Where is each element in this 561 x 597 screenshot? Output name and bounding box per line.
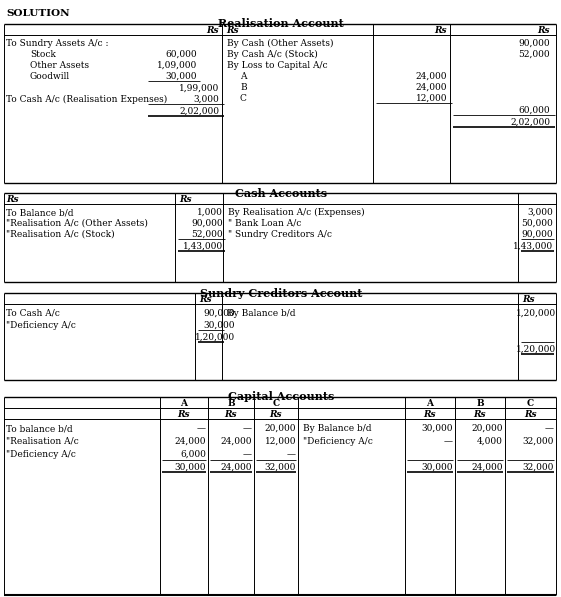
Text: 24,000: 24,000 — [220, 463, 252, 472]
Text: Rs: Rs — [537, 26, 550, 35]
Text: Rs: Rs — [179, 195, 192, 204]
Text: 20,000: 20,000 — [471, 424, 503, 433]
Text: B: B — [227, 399, 235, 408]
Text: 24,000: 24,000 — [416, 72, 447, 81]
Text: 2,02,000: 2,02,000 — [510, 118, 550, 127]
Text: Rs: Rs — [524, 410, 537, 419]
Text: 3,000: 3,000 — [193, 95, 219, 104]
Text: 1,43,000: 1,43,000 — [183, 242, 223, 251]
Text: " Sundry Creditors A/c: " Sundry Creditors A/c — [228, 230, 332, 239]
Text: 1,09,000: 1,09,000 — [157, 61, 197, 70]
Text: To balance b/d: To balance b/d — [6, 424, 72, 433]
Text: 60,000: 60,000 — [165, 50, 197, 59]
Text: " Bank Loan A/c: " Bank Loan A/c — [228, 219, 301, 228]
Text: SOLUTION: SOLUTION — [6, 9, 70, 18]
Text: To Balance b/d: To Balance b/d — [6, 208, 73, 217]
Text: 2,02,000: 2,02,000 — [179, 107, 219, 116]
Text: Rs: Rs — [434, 26, 447, 35]
Text: C: C — [273, 399, 279, 408]
Text: 50,000: 50,000 — [521, 219, 553, 228]
Text: Rs: Rs — [6, 195, 19, 204]
Text: "Realisation A/c (Other Assets): "Realisation A/c (Other Assets) — [6, 219, 148, 228]
Text: By Realisation A/c (Expenses): By Realisation A/c (Expenses) — [228, 208, 365, 217]
Text: Rs: Rs — [206, 26, 219, 35]
Text: C: C — [527, 399, 534, 408]
Text: 30,000: 30,000 — [421, 463, 453, 472]
Text: Rs: Rs — [178, 410, 190, 419]
Text: 32,000: 32,000 — [523, 463, 554, 472]
Text: 90,000: 90,000 — [191, 219, 223, 228]
Text: 60,000: 60,000 — [518, 106, 550, 115]
Text: 52,000: 52,000 — [518, 50, 550, 59]
Text: Rs: Rs — [522, 295, 535, 304]
Text: —: — — [197, 424, 206, 433]
Text: 24,000: 24,000 — [220, 437, 252, 446]
Text: To Cash A/c (Realisation Expenses): To Cash A/c (Realisation Expenses) — [6, 95, 167, 104]
Text: 24,000: 24,000 — [471, 463, 503, 472]
Text: Goodwill: Goodwill — [30, 72, 70, 81]
Text: B: B — [240, 83, 247, 92]
Text: C: C — [240, 94, 247, 103]
Text: By Balance b/d: By Balance b/d — [227, 309, 296, 318]
Text: A: A — [240, 72, 246, 81]
Text: Rs: Rs — [226, 26, 238, 35]
Text: By Cash A/c (Stock): By Cash A/c (Stock) — [227, 50, 318, 59]
Text: Cash Accounts: Cash Accounts — [235, 188, 327, 199]
Text: Capital Accounts: Capital Accounts — [228, 391, 334, 402]
Text: 24,000: 24,000 — [416, 83, 447, 92]
Text: —: — — [243, 424, 252, 433]
Text: 30,000: 30,000 — [204, 321, 235, 330]
Text: Rs: Rs — [424, 410, 436, 419]
Text: 30,000: 30,000 — [174, 463, 206, 472]
Text: 20,000: 20,000 — [264, 424, 296, 433]
Text: 30,000: 30,000 — [421, 424, 453, 433]
Text: 90,000: 90,000 — [204, 309, 235, 318]
Text: 90,000: 90,000 — [518, 39, 550, 48]
Text: —: — — [545, 424, 554, 433]
Text: Rs: Rs — [473, 410, 486, 419]
Text: "Deficiency A/c: "Deficiency A/c — [303, 437, 373, 446]
Text: By Loss to Capital A/c: By Loss to Capital A/c — [227, 61, 328, 70]
Text: 24,000: 24,000 — [174, 437, 206, 446]
Text: B: B — [476, 399, 484, 408]
Text: By Cash (Other Assets): By Cash (Other Assets) — [227, 39, 333, 48]
Text: 1,20,000: 1,20,000 — [516, 309, 556, 318]
Text: Realisation Account: Realisation Account — [218, 18, 344, 29]
Text: 90,000: 90,000 — [521, 230, 553, 239]
Text: Sundry Creditors Account: Sundry Creditors Account — [200, 288, 362, 299]
Text: To Cash A/c: To Cash A/c — [6, 309, 60, 318]
Text: 1,000: 1,000 — [197, 208, 223, 217]
Text: 52,000: 52,000 — [191, 230, 223, 239]
Text: 4,000: 4,000 — [477, 437, 503, 446]
Text: 12,000: 12,000 — [264, 437, 296, 446]
Text: A: A — [181, 399, 187, 408]
Text: To Sundry Assets A/c :: To Sundry Assets A/c : — [6, 39, 108, 48]
Text: Other Assets: Other Assets — [30, 61, 89, 70]
Text: —: — — [444, 437, 453, 446]
Text: 1,20,000: 1,20,000 — [516, 345, 556, 354]
Text: 6,000: 6,000 — [180, 450, 206, 459]
Text: "Deficiency A/c: "Deficiency A/c — [6, 450, 76, 459]
Text: 32,000: 32,000 — [523, 437, 554, 446]
Text: Rs: Rs — [270, 410, 282, 419]
Text: By Balance b/d: By Balance b/d — [303, 424, 371, 433]
Text: —: — — [287, 450, 296, 459]
Text: A: A — [426, 399, 434, 408]
Text: 3,000: 3,000 — [527, 208, 553, 217]
Text: "Realisation A/c: "Realisation A/c — [6, 437, 79, 446]
Text: Rs: Rs — [199, 295, 211, 304]
Text: —: — — [243, 450, 252, 459]
Text: 1,20,000: 1,20,000 — [195, 333, 235, 342]
Text: 30,000: 30,000 — [165, 72, 197, 81]
Text: Stock: Stock — [30, 50, 56, 59]
Text: 1,99,000: 1,99,000 — [179, 84, 219, 93]
Text: Rs: Rs — [225, 410, 237, 419]
Text: 1,43,000: 1,43,000 — [513, 242, 553, 251]
Text: "Realisation A/c (Stock): "Realisation A/c (Stock) — [6, 230, 114, 239]
Text: "Deficiency A/c: "Deficiency A/c — [6, 321, 76, 330]
Text: 32,000: 32,000 — [265, 463, 296, 472]
Text: 12,000: 12,000 — [416, 94, 447, 103]
